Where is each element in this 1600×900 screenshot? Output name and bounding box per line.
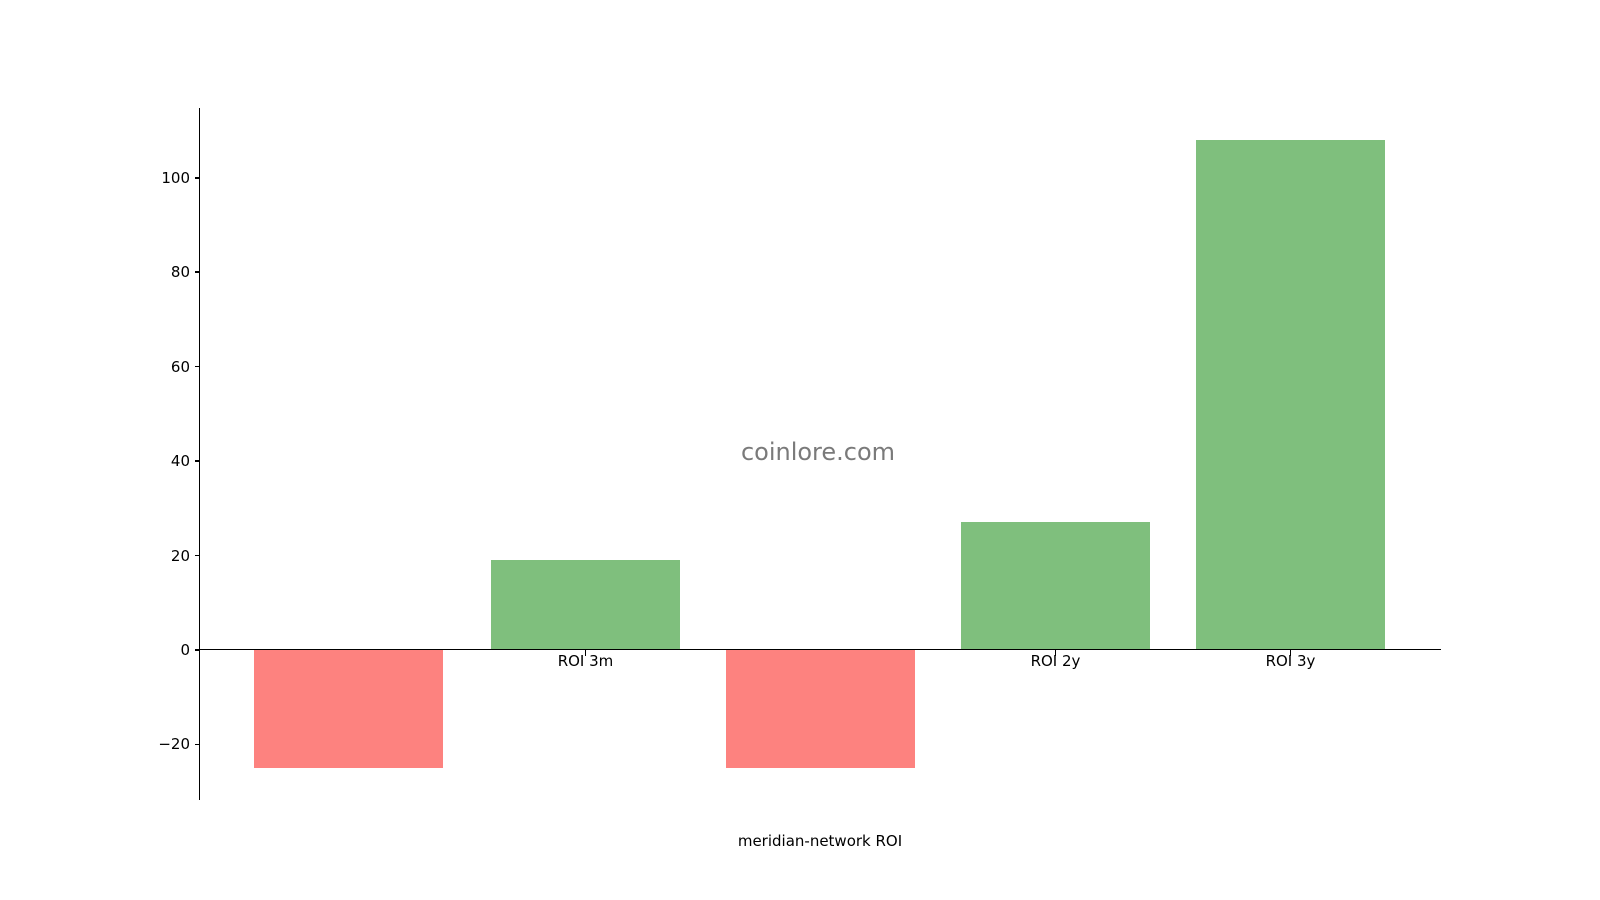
x-tick-label: ROI 2y — [1030, 652, 1081, 670]
y-tick-mark — [195, 271, 200, 273]
x-axis-zero-line — [200, 648, 1441, 650]
y-tick-mark — [195, 460, 200, 462]
x-tick-label: ROI 3y — [1265, 652, 1316, 670]
y-tick-label: 100 — [161, 168, 190, 187]
bar-roi-3m — [491, 560, 680, 650]
x-tick-mark — [1289, 650, 1292, 656]
y-tick-mark — [195, 649, 200, 651]
y-tick-mark — [195, 177, 200, 179]
x-tick-mark — [1054, 650, 1057, 656]
y-tick-mark — [195, 365, 200, 368]
y-tick-label: 80 — [170, 263, 190, 282]
y-tick-label: 0 — [180, 641, 190, 659]
bar-negative-2 — [725, 650, 915, 769]
y-tick-label: 60 — [170, 357, 190, 376]
y-tick-mark — [195, 554, 200, 557]
y-axis-spine — [198, 108, 200, 800]
bar-roi-2y — [961, 522, 1150, 650]
watermark-text: coinlore.com — [740, 438, 896, 466]
y-tick-label: 40 — [170, 452, 190, 471]
x-tick-label: ROI 3m — [557, 652, 614, 670]
x-tick-mark — [584, 650, 587, 656]
chart-xlabel: meridian-network ROI — [737, 832, 903, 850]
y-tick-label: −20 — [158, 735, 190, 754]
bar-roi-3y — [1196, 139, 1385, 650]
bar-negative-0 — [254, 650, 443, 769]
y-tick-label: 20 — [170, 546, 190, 565]
y-tick-mark — [195, 743, 200, 746]
